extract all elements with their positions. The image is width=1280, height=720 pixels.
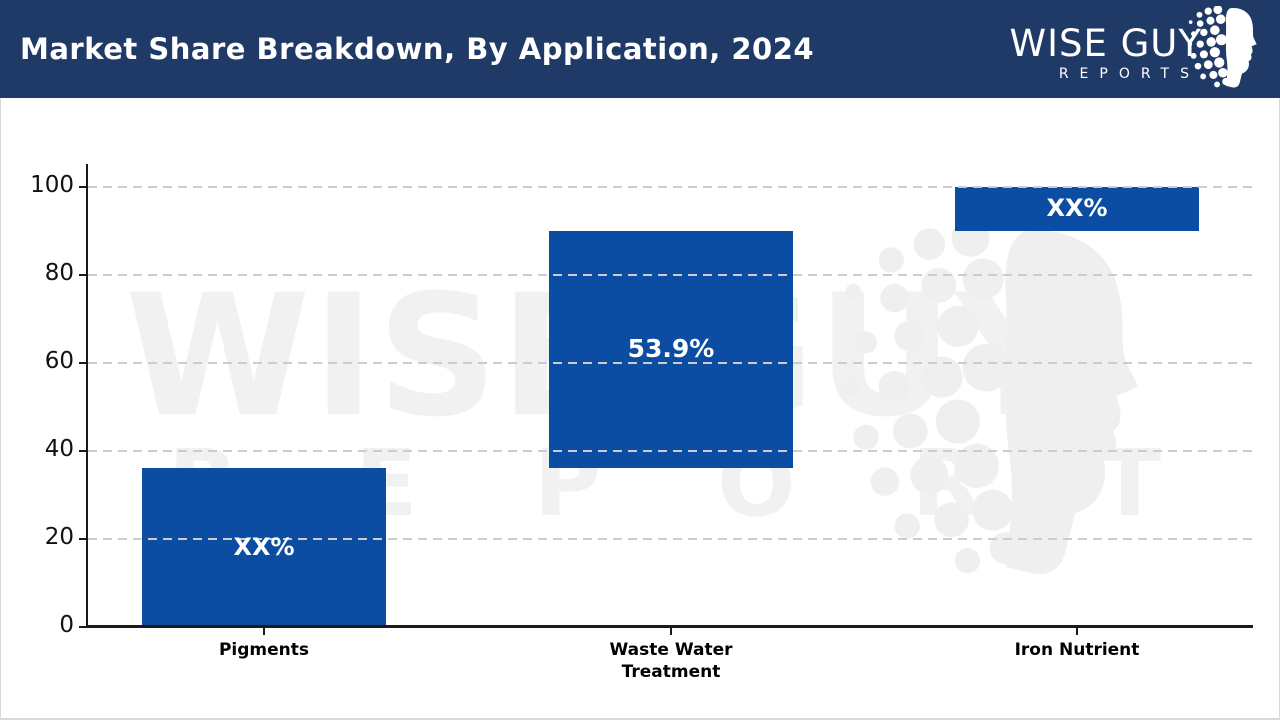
page-border-bottom: [0, 718, 1280, 720]
gridline: [88, 186, 1253, 188]
y-tick-label: 20: [44, 524, 74, 550]
brand-name-text: WISE GUY: [1009, 22, 1202, 65]
gridline: [88, 538, 1253, 540]
y-tick-mark: [79, 274, 86, 276]
page-title: Market Share Breakdown, By Application, …: [20, 32, 815, 66]
category-label: Iron Nutrient: [1014, 640, 1140, 660]
x-tick-mark: [1076, 628, 1078, 635]
bar-value-label: XX%: [1046, 194, 1108, 223]
bar-pigments: [142, 468, 386, 627]
y-tick-mark: [79, 538, 86, 540]
category-label: Waste Water Treatment: [609, 640, 733, 683]
x-tick-mark: [263, 628, 265, 635]
y-tick-mark: [79, 626, 86, 628]
bar-value-label: XX%: [233, 532, 295, 561]
brand-logo: WISE GUY REPORTS: [1010, 0, 1272, 98]
category-label: Pigments: [218, 640, 310, 660]
bar-value-label: 53.9%: [627, 334, 715, 364]
brand-reports-text: REPORTS: [1058, 66, 1200, 82]
brand-head-logo-icon: [1187, 6, 1257, 88]
x-axis-line: [86, 625, 1253, 628]
bar-waste-water-treatment: [549, 231, 793, 469]
gridline: [88, 362, 1253, 364]
gridline: [88, 274, 1253, 276]
gridline: [88, 450, 1253, 452]
y-tick-mark: [79, 450, 86, 452]
header-bar: Market Share Breakdown, By Application, …: [0, 0, 1280, 98]
y-axis-line: [86, 164, 88, 628]
y-tick-label: 80: [44, 260, 74, 286]
y-tick-label: 40: [44, 436, 74, 462]
watermark-head-logo-icon: [840, 222, 1139, 575]
x-tick-mark: [670, 628, 672, 635]
y-tick-label: 60: [44, 348, 74, 374]
bar-iron-nutrient: [955, 187, 1199, 231]
y-tick-mark: [79, 186, 86, 188]
y-tick-label: 0: [59, 612, 74, 638]
y-tick-mark: [79, 362, 86, 364]
y-tick-label: 100: [30, 172, 74, 198]
page-border-left: [0, 98, 1, 720]
